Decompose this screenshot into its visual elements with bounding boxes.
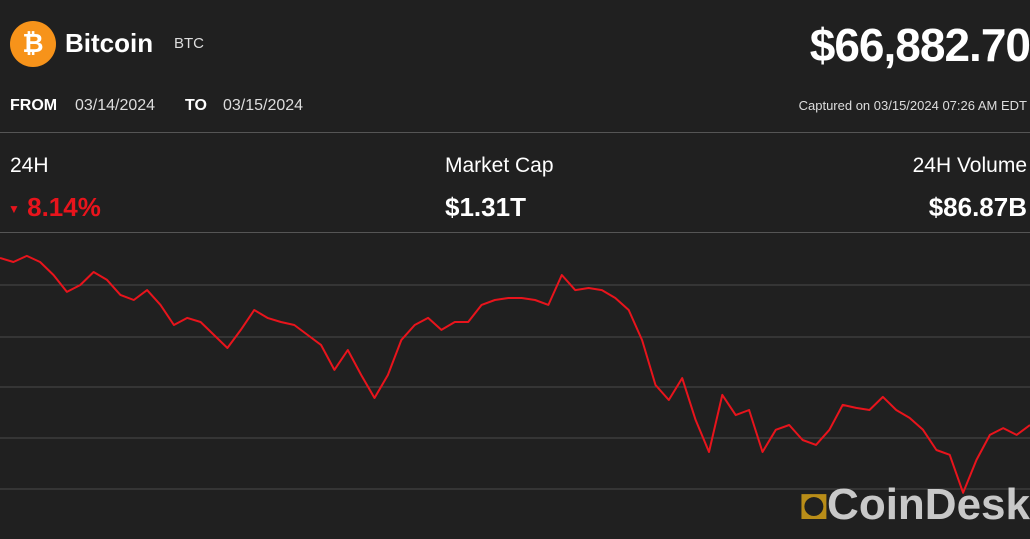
stat-label: Market Cap (445, 154, 554, 177)
brand: CoinDesk (827, 480, 1030, 529)
captured: Captured on 03/15/2024 07:26 AM EDT (798, 98, 1027, 113)
from-label: FROM (10, 97, 58, 114)
brand-logo: ◘CoinDesk (800, 480, 1030, 529)
stat-label: 24H Volume (912, 154, 1027, 177)
to-date: 03/15/2024 (223, 97, 304, 114)
price-line (0, 254, 1030, 494)
stat-value: $86.87B (928, 192, 1027, 222)
separator (0, 232, 1030, 233)
btc-icon: ₿ (10, 21, 56, 67)
stat-change: ▼ 8.14% (8, 192, 101, 222)
chart (0, 254, 1030, 494)
svg-text:₿: ₿ (22, 29, 43, 59)
stat-value: $1.31T (445, 192, 526, 222)
price: $66,882.70 (809, 19, 1030, 71)
coin-symbol: BTC (174, 35, 204, 52)
stat-label: 24H (10, 154, 49, 177)
stat-value: 8.14% (27, 192, 101, 222)
separator (0, 132, 1030, 133)
coin-name: Bitcoin (65, 28, 154, 58)
to-label: TO (185, 97, 207, 114)
from-date: 03/14/2024 (75, 97, 156, 114)
